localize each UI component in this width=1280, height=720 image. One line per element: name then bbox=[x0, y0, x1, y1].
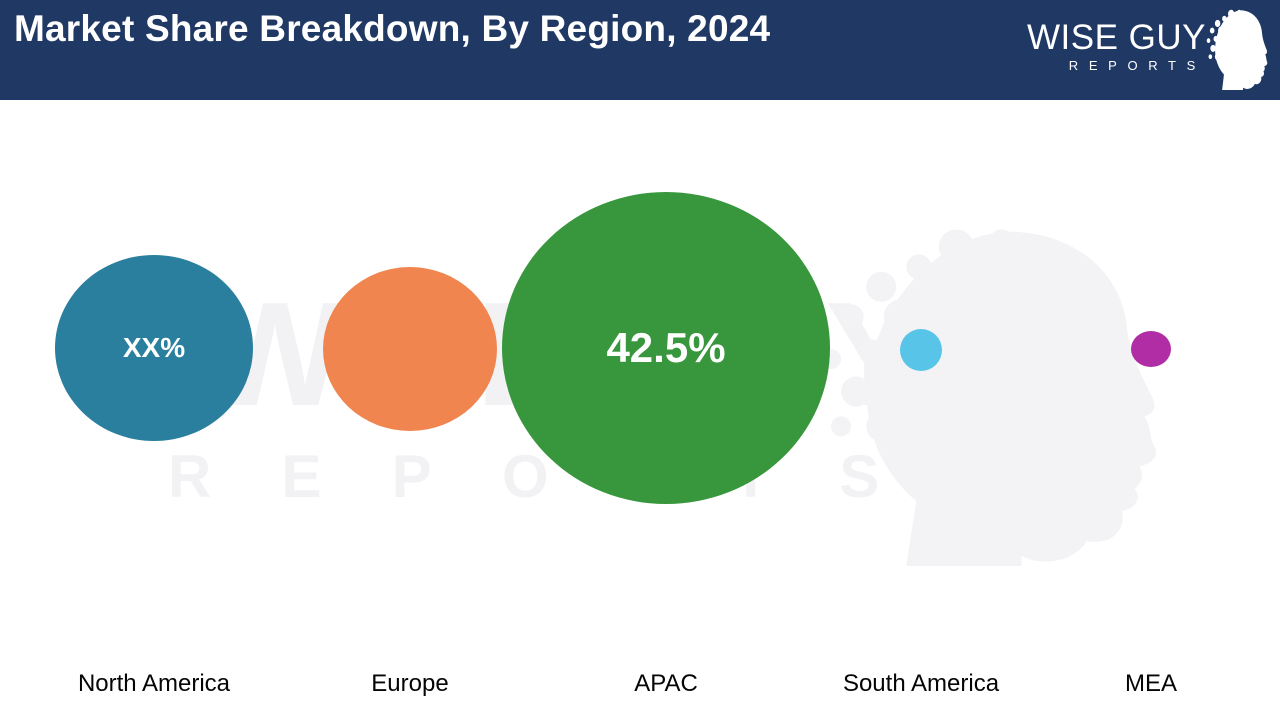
bubble-south-america bbox=[900, 329, 942, 371]
logo-head-icon bbox=[1206, 9, 1268, 90]
bubble-north-america: XX% bbox=[55, 255, 253, 441]
bubble-apac: 42.5% bbox=[502, 192, 830, 504]
page-title: Market Share Breakdown, By Region, 2024 bbox=[14, 8, 771, 49]
bubble-europe bbox=[323, 267, 497, 431]
category-label-north-america: North America bbox=[77, 670, 231, 697]
header-bar: Market Share Breakdown, By Region, 2024 … bbox=[0, 0, 1280, 100]
logo-text-block: WISE GUY REPORTS bbox=[1027, 20, 1206, 73]
logo-wordmark: WISE GUY bbox=[1026, 18, 1206, 57]
category-label-apac: APAC bbox=[634, 670, 698, 697]
category-label-mea: MEA bbox=[1124, 670, 1177, 697]
category-label-south-america: South America bbox=[842, 670, 1000, 697]
wiseguy-logo: WISE GUY REPORTS bbox=[1012, 6, 1272, 94]
logo-reports-text: REPORTS bbox=[1068, 58, 1206, 73]
bubble-value-label: XX% bbox=[122, 332, 186, 363]
bubble-value-label: 42.5% bbox=[606, 324, 726, 371]
category-label-europe: Europe bbox=[371, 670, 449, 697]
bubble-mea bbox=[1131, 331, 1171, 367]
